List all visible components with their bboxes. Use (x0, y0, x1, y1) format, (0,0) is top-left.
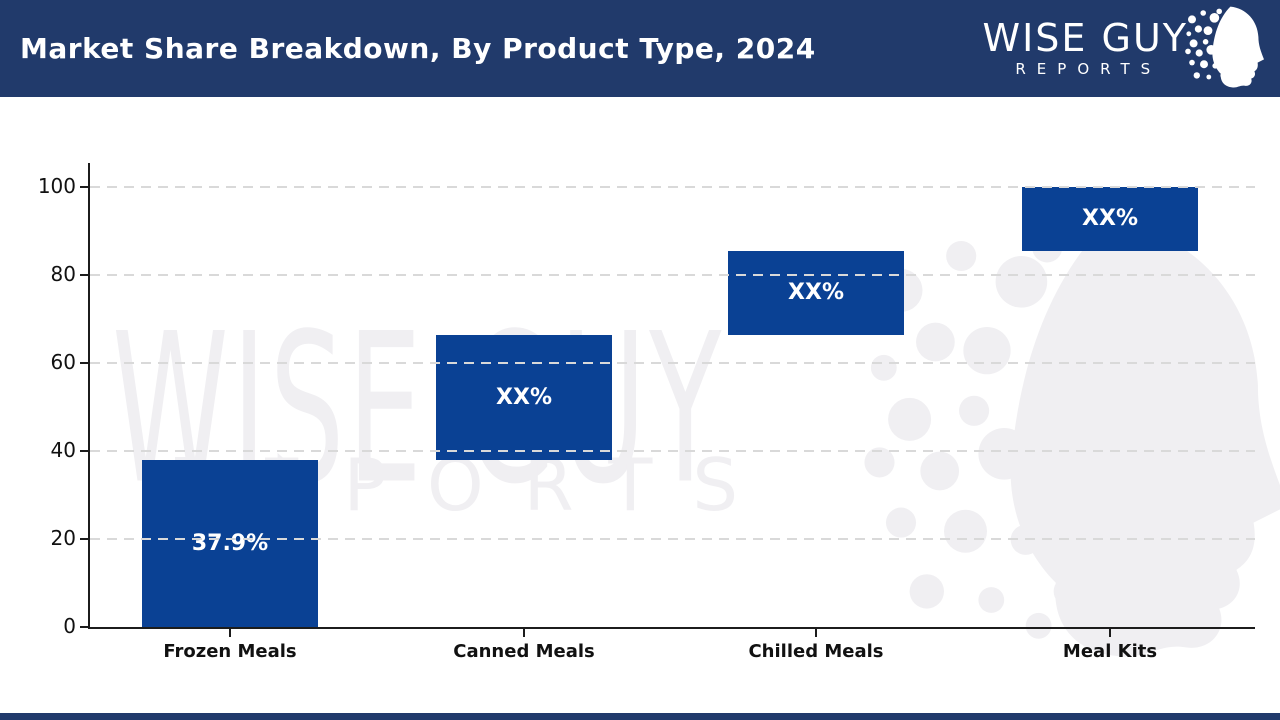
bar-value-label: XX% (788, 280, 844, 306)
bar-value-label: 37.9% (191, 531, 269, 557)
y-tick-mark-100 (80, 186, 88, 188)
y-tick-mark-40 (80, 450, 88, 452)
gridline-100 (90, 186, 1255, 188)
page-title: Market Share Breakdown, By Product Type,… (20, 32, 816, 65)
gridline-60 (90, 362, 1255, 364)
y-tick-label-0: 0 (63, 614, 76, 638)
gridline-20 (90, 538, 1255, 540)
y-tick-label-60: 60 (50, 350, 76, 374)
x-tick-mark-4 (1109, 629, 1111, 637)
x-category-label: Meal Kits (1062, 641, 1158, 662)
y-tick-label-80: 80 (50, 262, 76, 286)
x-tick-mark-2 (523, 629, 525, 637)
y-tick-mark-20 (80, 538, 88, 540)
bar-value-label: XX% (496, 385, 552, 411)
x-axis-spine (88, 627, 1255, 629)
x-category-label: Frozen Meals (163, 641, 297, 662)
brand-logo-name: WISE GUY (982, 16, 1188, 61)
brand-logo: WISE GUY REPORTS (983, 5, 1266, 93)
x-category-label: Chilled Meals (748, 641, 884, 662)
bar-canned-meals: XX% (436, 334, 612, 461)
brand-logo-text: WISE GUY REPORTS (982, 16, 1188, 78)
y-axis-spine (88, 163, 90, 629)
bar-chilled-meals: XX% (728, 250, 904, 335)
y-tick-label-20: 20 (50, 526, 76, 550)
x-tick-mark-1 (229, 629, 231, 637)
gridline-40 (90, 450, 1255, 452)
y-tick-mark-0 (80, 626, 88, 628)
x-category-label: Canned Meals (453, 641, 595, 662)
plot-area: 37.9% XX% XX% XX% 0 20 40 60 80 100 Frozen Meals Ca… (0, 97, 1280, 713)
footer-bar (0, 713, 1280, 720)
y-tick-label-100: 100 (37, 174, 76, 198)
y-tick-label-40: 40 (50, 438, 76, 462)
header-bar: Market Share Breakdown, By Product Type,… (0, 0, 1280, 97)
y-tick-mark-60 (80, 362, 88, 364)
bar-frozen-meals: 37.9% (142, 460, 318, 627)
brand-logo-subtitle: REPORTS (1015, 59, 1162, 78)
bar-meal-kits: XX% (1022, 187, 1198, 251)
gridline-80 (90, 274, 1255, 276)
bar-value-label: XX% (1082, 206, 1138, 232)
x-tick-mark-3 (815, 629, 817, 637)
y-tick-mark-80 (80, 274, 88, 276)
brand-logo-face-icon (1185, 6, 1264, 88)
watermark-face-logo (864, 221, 1280, 657)
